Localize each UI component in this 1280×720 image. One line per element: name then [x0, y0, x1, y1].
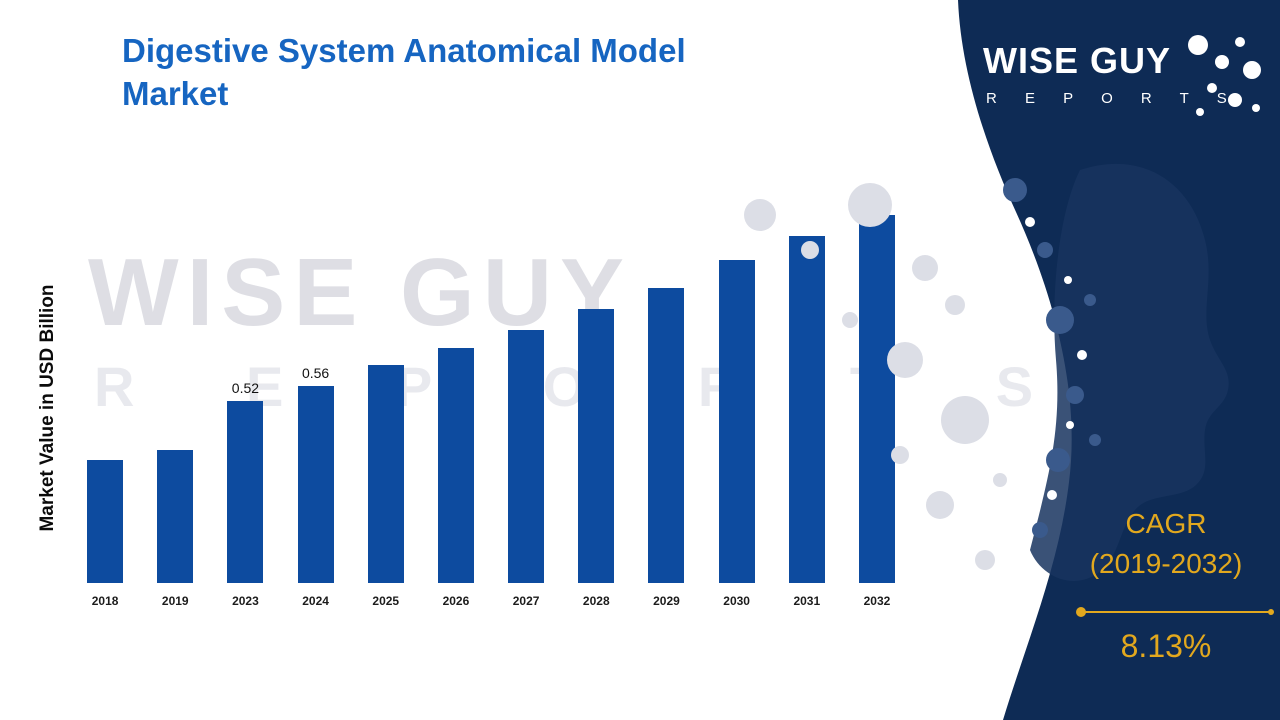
- x-tick-label: 2027: [512, 594, 540, 608]
- bar-cell: 2025: [351, 190, 421, 608]
- bar-2029: [648, 288, 685, 583]
- x-tick-label: 2024: [302, 594, 329, 608]
- cagr-divider-line: [1076, 607, 1274, 617]
- bar-2027: [508, 330, 545, 583]
- bar-2032: [858, 215, 895, 583]
- bar-cell: 2031: [772, 190, 842, 608]
- bar-cell: 1.05 2032: [842, 190, 912, 608]
- bar-cell: 2026: [421, 190, 491, 608]
- bar-cell: 2029: [631, 190, 701, 608]
- bar-2028: [578, 309, 615, 583]
- x-tick-label: 2018: [91, 594, 119, 608]
- cagr-value: 8.13%: [1120, 628, 1212, 664]
- bar-2031: [788, 236, 825, 583]
- page-title-line1: Digestive System Anatomical Model: [122, 32, 686, 69]
- bar-cell: 2028: [561, 190, 631, 608]
- bar-2023: [227, 401, 264, 583]
- bar-cell: 2027: [491, 190, 561, 608]
- cagr-label: CAGR: [1125, 508, 1207, 539]
- bar-value-label: 0.52: [231, 380, 260, 396]
- bar-2025: [367, 365, 404, 583]
- page-title: Digestive System Anatomical Model Market: [122, 30, 686, 116]
- x-tick-label: 2031: [793, 594, 821, 608]
- bar-2018: [87, 460, 124, 583]
- bar-cell: 2019: [140, 190, 210, 608]
- bar-cell: 2030: [702, 190, 772, 608]
- bar-chart: 2018 2019 0.52 2023 0.56 2024 2025 2026 2027 2028…: [70, 190, 912, 608]
- bar-2024: [297, 386, 334, 583]
- x-tick-label: 2025: [372, 594, 400, 608]
- bar-cell: 2018: [70, 190, 140, 608]
- x-tick-label: 2030: [723, 594, 750, 608]
- cagr-block: CAGR (2019-2032): [1062, 508, 1270, 580]
- x-tick-label: 2028: [582, 594, 610, 608]
- bar-2030: [718, 260, 755, 583]
- brand-logo: WISE GUY R E P O R T S: [983, 40, 1239, 107]
- cagr-range: (2019-2032): [1089, 548, 1243, 579]
- bar-value-label: 0.56: [301, 365, 330, 381]
- y-axis-label: Market Value in USD Billion: [37, 284, 58, 532]
- brand-logo-name: WISE GUY: [983, 40, 1172, 81]
- bar-2026: [437, 348, 474, 583]
- bar-2019: [157, 450, 194, 583]
- bar-value-label: 1.05: [863, 194, 891, 210]
- x-tick-label: 2029: [653, 594, 680, 608]
- x-tick-label: 2023: [232, 594, 259, 608]
- x-tick-label: 2019: [161, 594, 189, 608]
- page-title-line2: Market: [122, 74, 229, 112]
- x-tick-label: 2032: [863, 594, 891, 608]
- bar-cell: 0.56 2024: [281, 190, 351, 608]
- x-tick-label: 2026: [442, 594, 470, 608]
- brand-logo-sub: R E P O R T S: [986, 90, 1239, 107]
- bar-cell: 0.52 2023: [210, 190, 280, 608]
- watermark-line1: WISE GUY: [88, 239, 633, 346]
